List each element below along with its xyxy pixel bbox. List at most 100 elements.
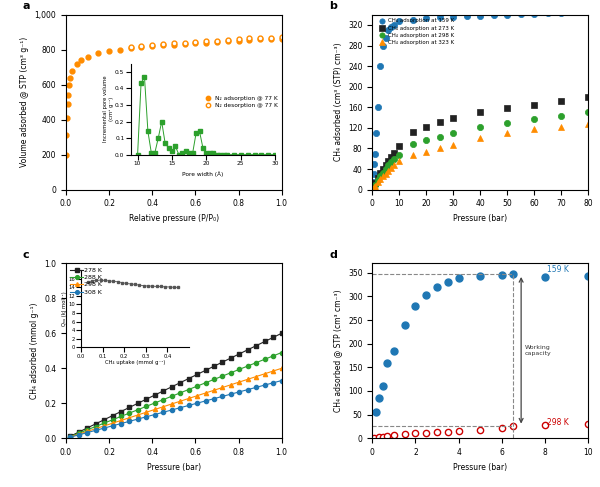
- 308 K: [151, 412, 158, 417]
- 308 K: [83, 430, 91, 435]
- 278 K: [219, 359, 226, 365]
- 278 K: [160, 388, 167, 394]
- CH₄ adsorption at 298 K: [422, 137, 430, 143]
- N₂ adsorption @ 77 K: [106, 48, 113, 54]
- 308 K: [253, 384, 260, 390]
- CH₄ adsorption at 159 K: [544, 10, 551, 16]
- N₂ adsorption @ 77 K: [181, 41, 188, 47]
- CH₄ adsorption at 298 K: [390, 156, 397, 162]
- 298 K: [168, 401, 175, 407]
- CH₄ adsorption at 298 K: [530, 116, 538, 122]
- N₂ desorption @ 77 K: [257, 35, 264, 41]
- 278 K: [151, 392, 158, 398]
- 298 K: [211, 387, 218, 393]
- CH₄ adsorption at 159 K: [390, 22, 397, 28]
- N₂ adsorption @ 77 K: [65, 92, 72, 98]
- CH₄ adsorption at 273 K: [388, 154, 395, 160]
- 308 K: [211, 396, 218, 402]
- CH₄ adsorption at 323 K: [449, 142, 457, 148]
- CH₄ adsorption at 159 K: [449, 14, 457, 19]
- Text: 298 K: 298 K: [547, 418, 569, 427]
- 308 K: [278, 377, 286, 383]
- CH₄ adsorption at 273 K: [374, 175, 381, 181]
- CH₄ adsorption at 159 K: [490, 12, 497, 18]
- 298 K: [219, 385, 226, 391]
- Text: Working
capacity: Working capacity: [524, 345, 551, 356]
- CH₄ adsorption at 323 K: [530, 126, 538, 132]
- N₂ adsorption @ 77 K: [235, 38, 242, 44]
- 308 K: [227, 391, 235, 397]
- Line: CH₄ adsorption at 323 K: CH₄ adsorption at 323 K: [370, 121, 591, 192]
- CH₄ adsorption at 323 K: [503, 130, 511, 136]
- N₂ desorption @ 77 K: [149, 42, 156, 48]
- CH₄ adsorption at 298 K: [371, 182, 379, 187]
- 298 K: [67, 434, 74, 440]
- N₂ desorption @ 77 K: [181, 40, 188, 46]
- 308 K: [160, 409, 167, 415]
- Legend: N₂ adsorption @ 77 K, N₂ desorption @ 77 K: N₂ adsorption @ 77 K, N₂ desorption @ 77…: [201, 95, 279, 109]
- N₂ adsorption @ 77 K: [257, 37, 264, 42]
- N₂ adsorption @ 77 K: [192, 40, 199, 46]
- CH₄ adsorption at 298 K: [370, 184, 377, 190]
- 288 K: [236, 366, 243, 372]
- 288 K: [151, 400, 158, 406]
- Text: c: c: [23, 250, 29, 260]
- CH₄ adsorption at 159 K: [436, 14, 443, 20]
- 288 K: [67, 434, 74, 440]
- CH₄ adsorption at 159 K: [379, 42, 386, 48]
- N₂ desorption @ 77 K: [138, 43, 145, 49]
- 308 K: [118, 421, 125, 427]
- CH₄ adsorption at 323 K: [377, 176, 384, 182]
- CH₄ adsorption at 298 K: [395, 152, 403, 158]
- Text: a: a: [23, 1, 31, 11]
- CH₄ adsorption at 159 K: [370, 171, 377, 177]
- 308 K: [185, 403, 192, 409]
- 278 K: [261, 338, 268, 344]
- CH₄ adsorption at 323 K: [390, 162, 397, 168]
- 278 K: [253, 343, 260, 349]
- 288 K: [100, 420, 107, 426]
- N₂ adsorption @ 77 K: [63, 115, 70, 121]
- CH₄ adsorption at 273 K: [395, 144, 403, 150]
- CH₄ adsorption at 298 K: [369, 186, 376, 192]
- 278 K: [176, 380, 184, 386]
- CH₄ adsorption at 273 K: [371, 180, 379, 186]
- CH₄ adsorption at 273 K: [584, 94, 592, 100]
- N₂ adsorption @ 77 K: [160, 42, 167, 48]
- 308 K: [134, 416, 142, 422]
- CH₄ adsorption at 298 K: [385, 163, 392, 169]
- CH₄ adsorption at 273 K: [369, 186, 376, 191]
- Text: d: d: [329, 250, 337, 260]
- 288 K: [227, 370, 235, 375]
- 298 K: [109, 420, 116, 426]
- CH₄ adsorption at 323 K: [371, 184, 378, 189]
- 298 K: [92, 426, 99, 431]
- 298 K: [176, 398, 184, 404]
- 288 K: [219, 373, 226, 379]
- CH₄ adsorption at 323 K: [557, 124, 565, 130]
- Line: N₂ adsorption @ 77 K: N₂ adsorption @ 77 K: [64, 36, 284, 157]
- 278 K: [227, 355, 235, 361]
- CH₄ adsorption at 273 K: [370, 185, 377, 190]
- N₂ desorption @ 77 K: [246, 36, 253, 41]
- CH₄ adsorption at 298 K: [377, 173, 384, 179]
- Line: CH₄ adsorption at 159 K: CH₄ adsorption at 159 K: [370, 8, 591, 190]
- CH₄ adsorption at 298 K: [388, 159, 395, 165]
- N₂ adsorption @ 77 K: [224, 38, 232, 44]
- 278 K: [118, 409, 125, 414]
- 288 K: [253, 360, 260, 366]
- CH₄ adsorption at 273 K: [377, 170, 384, 176]
- CH₄ adsorption at 298 K: [409, 141, 416, 147]
- CH₄ adsorption at 159 K: [377, 63, 384, 69]
- CH₄ adsorption at 159 K: [373, 130, 380, 136]
- 278 K: [75, 429, 82, 435]
- N₂ adsorption @ 77 K: [65, 82, 73, 88]
- CH₄ adsorption at 159 K: [369, 184, 376, 190]
- N₂ adsorption @ 77 K: [62, 152, 70, 158]
- 308 K: [261, 382, 268, 388]
- 288 K: [160, 397, 167, 403]
- Y-axis label: CH₄ adsorbed (mmol g⁻¹): CH₄ adsorbed (mmol g⁻¹): [29, 302, 38, 399]
- CH₄ adsorption at 323 K: [436, 146, 443, 151]
- Legend: 278 K, 288 K, 298 K, 308 K: 278 K, 288 K, 298 K, 308 K: [69, 266, 103, 296]
- CH₄ adsorption at 159 K: [374, 104, 381, 110]
